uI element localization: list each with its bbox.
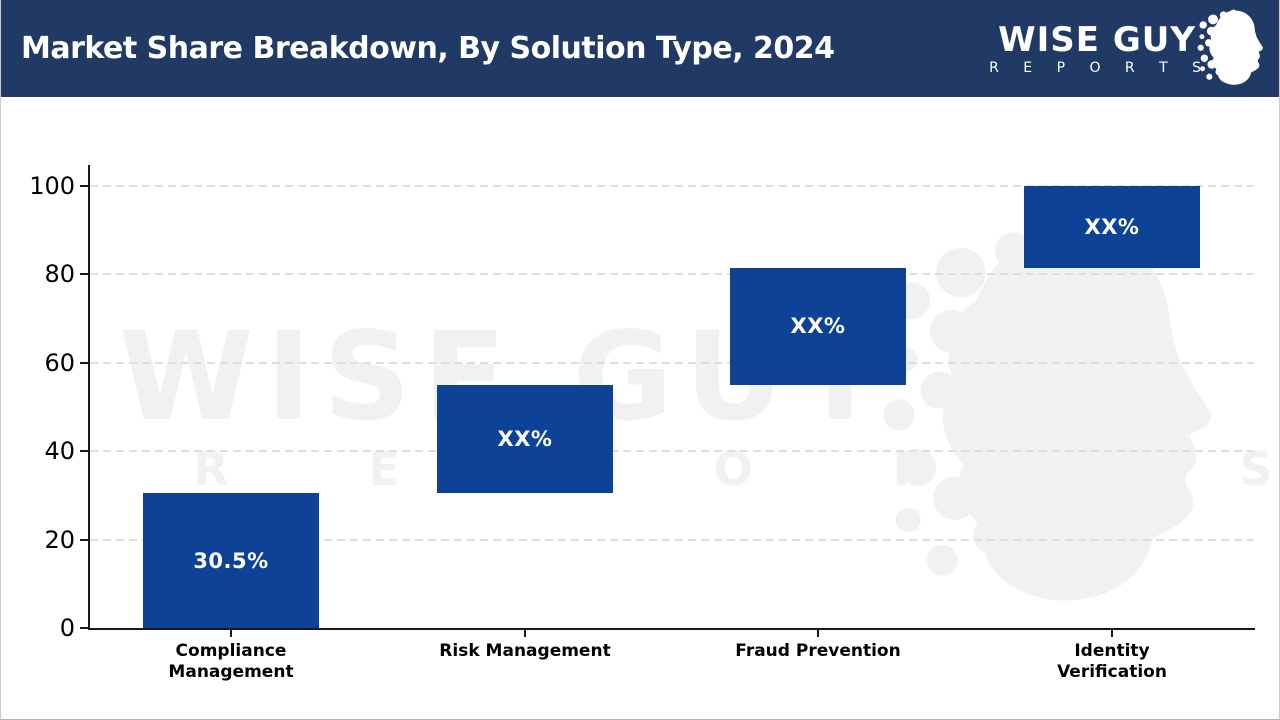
logo-sub-text: R E P O R T S (989, 59, 1211, 76)
x-axis-tick (524, 630, 526, 637)
page-title: Market Share Breakdown, By Solution Type… (21, 31, 835, 66)
watermark-dotted-face-profile-icon (883, 223, 1212, 601)
category-label: Fraud Prevention (735, 641, 901, 661)
wiseguy-logo: WISE GUY R E P O R T S (983, 6, 1271, 92)
grid-line (90, 361, 1254, 364)
logo-brand-text: WISE GUY (998, 19, 1196, 60)
y-tick-label: 20 (44, 525, 75, 554)
x-axis-line (88, 628, 1255, 630)
grid-line (90, 450, 1254, 453)
y-axis-tick (80, 273, 88, 276)
y-axis-line (88, 165, 90, 630)
bar-value-label: XX% (497, 427, 553, 452)
y-tick-label: 80 (44, 260, 75, 289)
y-axis-tick (80, 450, 88, 453)
logo-text: WISE GUY R E P O R T S (983, 23, 1211, 76)
y-tick-label: 100 (29, 172, 75, 200)
bar: XX% (730, 267, 906, 385)
grid-line (90, 538, 1254, 541)
y-tick-label: 40 (44, 437, 75, 466)
bar: XX% (1024, 186, 1200, 268)
y-axis-tick (80, 361, 88, 364)
bar: 30.5% (143, 493, 319, 628)
grid-line (90, 185, 1254, 187)
x-axis-tick (817, 630, 819, 637)
bar-value-label: XX% (790, 314, 846, 339)
grid-line (90, 273, 1254, 276)
x-axis-tick (1111, 630, 1113, 637)
y-tick-label: 60 (44, 348, 75, 377)
bar: XX% (437, 384, 613, 494)
y-axis-tick (80, 538, 88, 541)
category-label: Risk Management (439, 641, 611, 661)
bar-value-label: 30.5% (193, 548, 269, 573)
x-axis-tick (230, 630, 232, 637)
y-axis-tick (80, 627, 88, 629)
y-axis-tick (80, 185, 88, 187)
category-label: Compliance Management (168, 641, 294, 682)
y-tick-label: 0 (59, 614, 75, 642)
header: Market Share Breakdown, By Solution Type… (1, 0, 1279, 97)
bar-value-label: XX% (1084, 214, 1140, 239)
category-label: Identity Verification (1057, 641, 1167, 682)
